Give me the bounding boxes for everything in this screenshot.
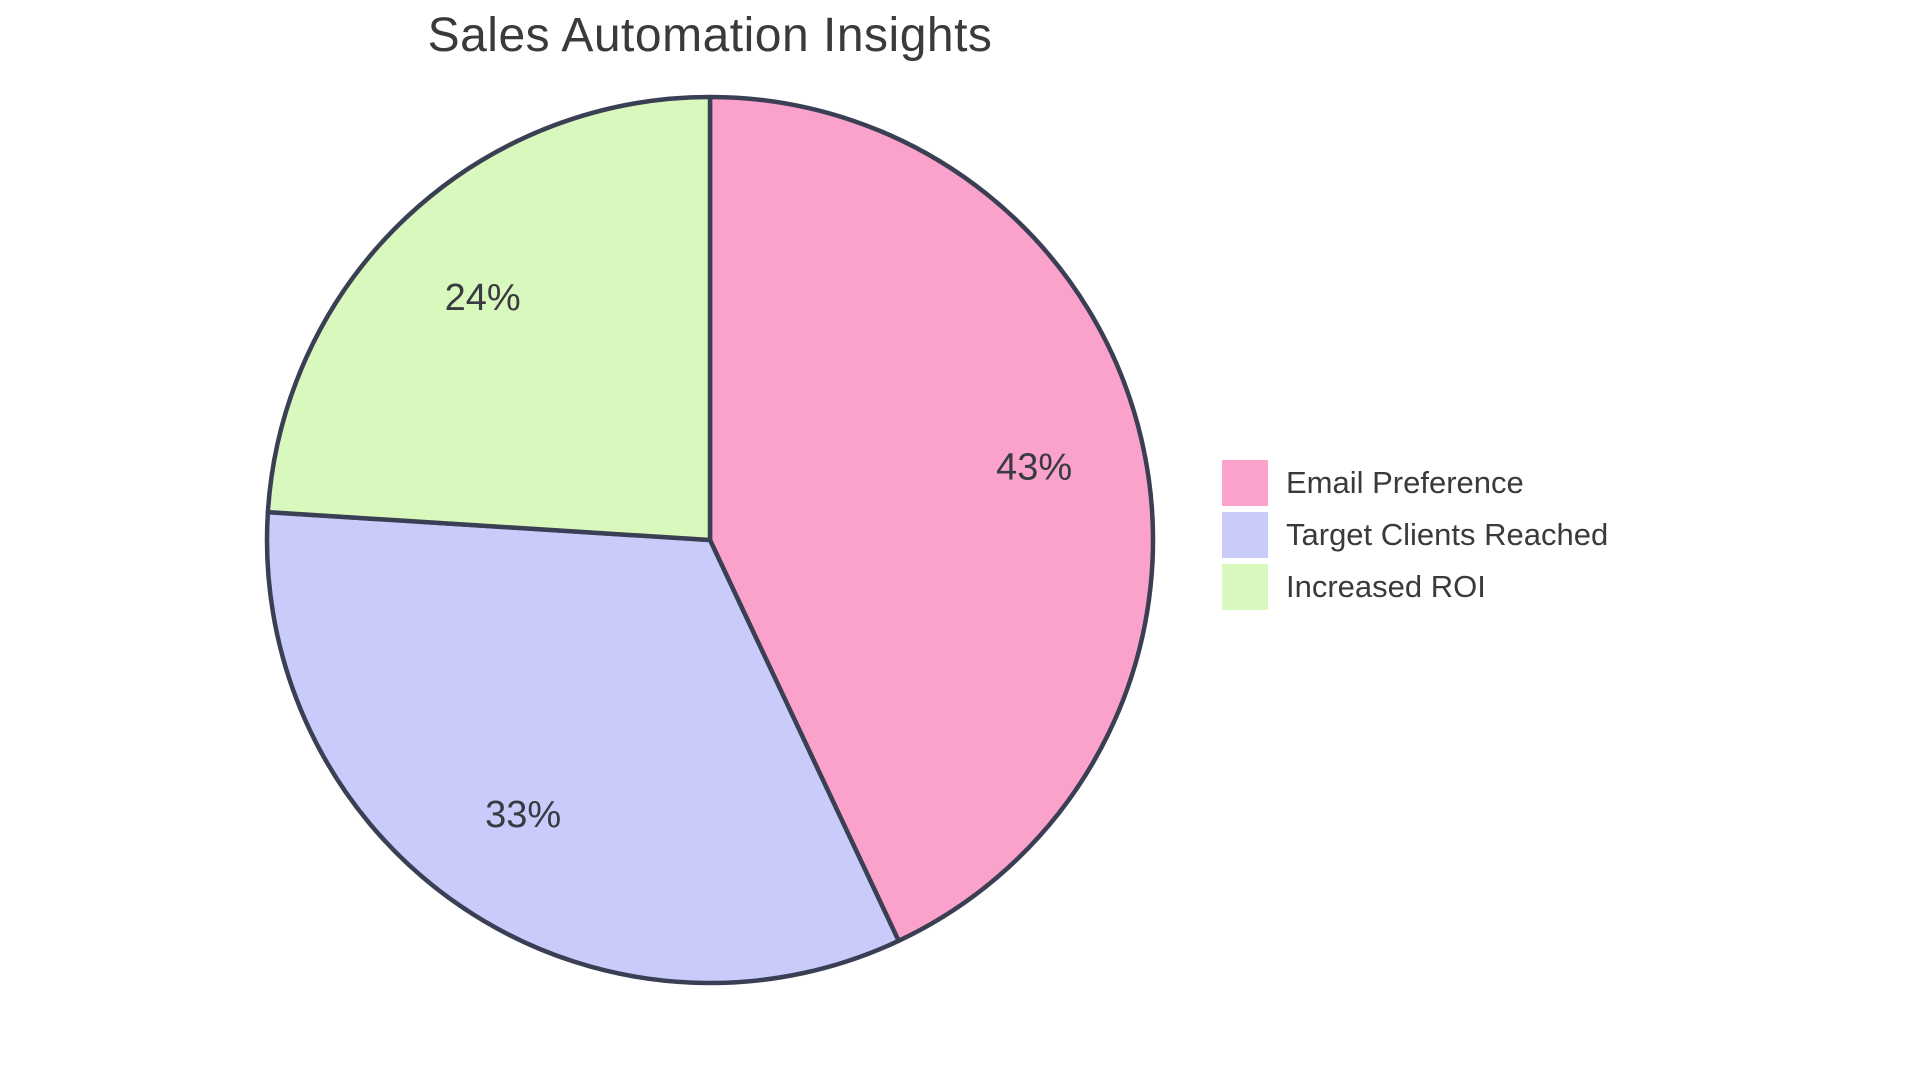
legend-label-target-clients-reached: Target Clients Reached [1286,517,1609,552]
slice-label-0: 43% [996,447,1072,489]
slice-label-1: 33% [485,794,561,836]
legend-swatch-increased-roi [1222,564,1268,610]
legend-item-target-clients-reached: Target Clients Reached [1222,512,1608,558]
legend-label-email-preference: Email Preference [1286,465,1524,500]
slice-label-2: 24% [445,277,521,319]
pie-slice-1 [264,509,901,986]
legend-swatch-email-preference [1222,460,1268,506]
legend-label-increased-roi: Increased ROI [1286,569,1486,604]
legend-item-increased-roi: Increased ROI [1222,564,1608,610]
chart-title: Sales Automation Insights [427,9,993,62]
pie-slice-2 [265,94,713,543]
legend-item-email-preference: Email Preference [1222,460,1608,506]
legend: Email Preference Target Clients Reached … [1222,460,1608,616]
pie-slice-0 [707,94,1156,944]
legend-swatch-target-clients-reached [1222,512,1268,558]
